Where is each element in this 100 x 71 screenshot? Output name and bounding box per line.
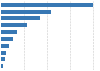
Bar [1, 30, 17, 34]
Bar [1, 10, 51, 14]
Bar [1, 16, 40, 21]
Bar [1, 57, 5, 61]
Bar [1, 64, 3, 68]
Bar [1, 44, 9, 48]
Bar [1, 3, 93, 7]
Bar [1, 50, 6, 55]
Bar [1, 23, 27, 27]
Bar [1, 37, 13, 41]
